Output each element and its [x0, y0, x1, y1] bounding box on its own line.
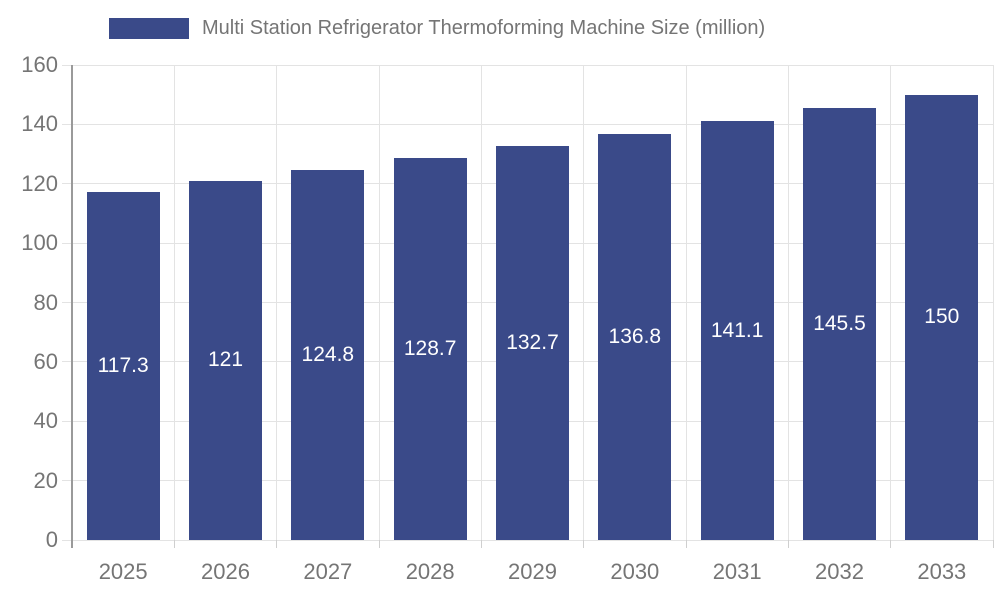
bar-value-label: 136.8 — [608, 324, 662, 348]
bar-value-label: 141.1 — [710, 318, 764, 342]
y-tick-label: 160 — [21, 52, 58, 77]
x-tick-label: 2030 — [610, 559, 660, 584]
legend-swatch — [109, 18, 189, 39]
bar-value-label: 132.7 — [506, 331, 559, 355]
y-tick-label: 140 — [21, 111, 58, 137]
x-tick-label: 2028 — [405, 559, 455, 584]
bar-value-label: 145.5 — [813, 312, 866, 336]
x-tick-label: 2031 — [712, 559, 762, 584]
bar-value-label: 128.7 — [403, 336, 457, 360]
x-tick-label: 2033 — [917, 559, 967, 584]
x-tick-label: 2032 — [815, 559, 864, 584]
y-tick-label: 20 — [33, 467, 58, 493]
x-axis-tick — [992, 540, 994, 548]
gridline-x-boundary — [276, 65, 278, 540]
y-tick-label: 60 — [33, 348, 58, 374]
x-axis-tick — [173, 540, 175, 548]
y-tick-label: 80 — [33, 289, 58, 315]
bar-2031 — [700, 121, 774, 540]
x-axis-tick — [685, 540, 687, 548]
gridline-y-160 — [62, 64, 993, 66]
x-tick-label: 2026 — [201, 559, 250, 584]
x-tick-label: 2025 — [98, 559, 148, 584]
bar-value-label: 121 — [207, 348, 244, 372]
bar-2028 — [393, 157, 467, 540]
bar-value-label: 117.3 — [97, 353, 149, 377]
gridline-x-boundary — [378, 65, 380, 540]
y-tick-label: 40 — [33, 408, 58, 434]
legend-label: Multi Station Refrigerator Thermoforming… — [202, 17, 766, 39]
bar-2025 — [86, 191, 160, 540]
bar-value-label: 150 — [924, 305, 960, 329]
bar-2032 — [803, 108, 876, 540]
y-tick-label: 120 — [21, 170, 58, 196]
x-tick-label: 2027 — [303, 559, 353, 584]
gridline-x-boundary — [173, 65, 175, 540]
bar-2026 — [189, 180, 262, 540]
gridline-x-boundary — [685, 65, 687, 540]
gridline-y-140 — [62, 123, 993, 125]
y-axis-line — [71, 65, 73, 548]
bar-value-label: 124.8 — [301, 342, 355, 366]
gridline-x-boundary — [480, 65, 482, 540]
bar-2029 — [496, 146, 569, 540]
gridline-y-0 — [62, 539, 993, 541]
y-tick-label: 100 — [21, 230, 58, 256]
x-axis-tick — [583, 540, 585, 548]
x-axis-tick — [890, 540, 892, 548]
gridline-x-boundary — [890, 65, 892, 540]
x-tick-label: 2029 — [508, 559, 557, 584]
legend: Multi Station Refrigerator Thermoforming… — [109, 17, 765, 40]
bar-2027 — [291, 169, 365, 540]
y-tick-label: 0 — [45, 527, 58, 552]
gridline-x-boundary — [583, 65, 585, 540]
x-axis-tick — [480, 540, 482, 548]
gridline-x-boundary — [992, 65, 994, 540]
bar-2033 — [905, 94, 979, 540]
x-axis-tick — [276, 540, 278, 548]
bar-2030 — [598, 133, 672, 540]
x-axis-tick — [378, 540, 380, 548]
x-axis-tick — [787, 540, 789, 548]
gridline-x-boundary — [787, 65, 789, 540]
